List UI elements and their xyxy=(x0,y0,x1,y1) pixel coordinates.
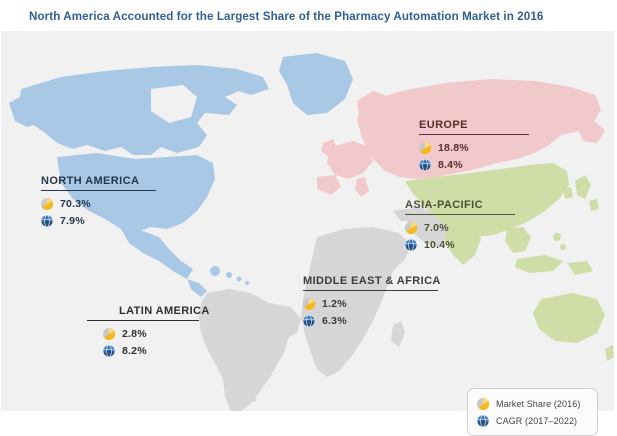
pie-chart-icon xyxy=(477,397,489,410)
region-asia-pacific xyxy=(405,163,614,361)
metric-market-share: 2.8% xyxy=(103,325,210,342)
metric-cagr: 7.9% xyxy=(41,212,156,229)
callout-latin-america: LATIN AMERICA 2.8% 8.2% xyxy=(87,305,210,359)
cagr-value: 6.3% xyxy=(322,314,347,327)
region-north-america xyxy=(9,53,353,297)
region-label-europe: EUROPE xyxy=(419,119,468,131)
underline-rule xyxy=(41,190,156,191)
metric-market-share: 70.3% xyxy=(41,195,156,212)
pie-chart-icon xyxy=(103,327,115,340)
globe-icon xyxy=(419,158,431,171)
metric-cagr: 8.2% xyxy=(103,342,210,359)
cagr-value: 7.9% xyxy=(60,214,85,227)
callout-europe: EUROPE 18.8% 8.4% xyxy=(419,119,529,173)
cagr-value: 8.4% xyxy=(438,158,463,171)
market-share-value: 18.8% xyxy=(438,141,469,154)
metric-market-share: 18.8% xyxy=(419,139,529,156)
pie-chart-icon xyxy=(303,297,315,310)
underline-rule xyxy=(419,134,529,135)
metric-market-share: 1.2% xyxy=(303,295,441,312)
world-map-svg xyxy=(1,31,614,411)
region-label-middle-east-africa: MIDDLE EAST & AFRICA xyxy=(303,275,441,287)
callout-asia-pacific: ASIA-PACIFIC 7.0% 10.4% xyxy=(405,199,515,253)
metric-cagr: 10.4% xyxy=(405,236,515,253)
pie-chart-icon xyxy=(405,221,417,234)
region-label-latin-america: LATIN AMERICA xyxy=(119,305,210,317)
market-share-value: 7.0% xyxy=(424,221,449,234)
pie-chart-icon xyxy=(419,141,431,154)
cagr-value: 10.4% xyxy=(424,238,455,251)
legend-item-market-share: Market Share (2016) xyxy=(477,395,597,412)
world-map: NORTH AMERICA 70.3% 7.9% EUROPE 18.8% xyxy=(1,31,614,436)
title-bar: North America Accounted for the Largest … xyxy=(1,1,614,31)
market-share-value: 2.8% xyxy=(122,327,147,340)
metric-cagr: 6.3% xyxy=(303,312,441,329)
globe-icon xyxy=(103,344,115,357)
legend-label: CAGR (2017–2022) xyxy=(496,415,578,426)
globe-icon xyxy=(303,314,315,327)
legend-item-cagr: CAGR (2017–2022) xyxy=(477,412,597,429)
underline-rule xyxy=(87,320,199,321)
cagr-value: 8.2% xyxy=(122,344,147,357)
region-label-asia-pacific: ASIA-PACIFIC xyxy=(405,199,483,211)
pie-chart-icon xyxy=(41,197,53,210)
legend-label: Market Share (2016) xyxy=(496,398,581,409)
callout-north-america: NORTH AMERICA 70.3% 7.9% xyxy=(41,175,156,229)
page-title: North America Accounted for the Largest … xyxy=(29,9,544,23)
region-middle-east-africa xyxy=(301,207,449,377)
legend: Market Share (2016) CAGR (2017–2022) xyxy=(467,388,598,436)
metric-market-share: 7.0% xyxy=(405,219,515,236)
market-share-value: 70.3% xyxy=(60,197,91,210)
region-europe xyxy=(317,79,605,197)
market-share-value: 1.2% xyxy=(322,297,347,310)
underline-rule xyxy=(303,290,438,291)
globe-icon xyxy=(405,238,417,251)
underline-rule xyxy=(405,214,515,215)
callout-middle-east-africa: MIDDLE EAST & AFRICA 1.2% 6.3% xyxy=(303,275,441,329)
globe-icon xyxy=(41,214,53,227)
globe-icon xyxy=(477,414,489,427)
region-latin-america xyxy=(199,289,301,411)
region-label-north-america: NORTH AMERICA xyxy=(41,175,140,187)
metric-cagr: 8.4% xyxy=(419,156,529,173)
